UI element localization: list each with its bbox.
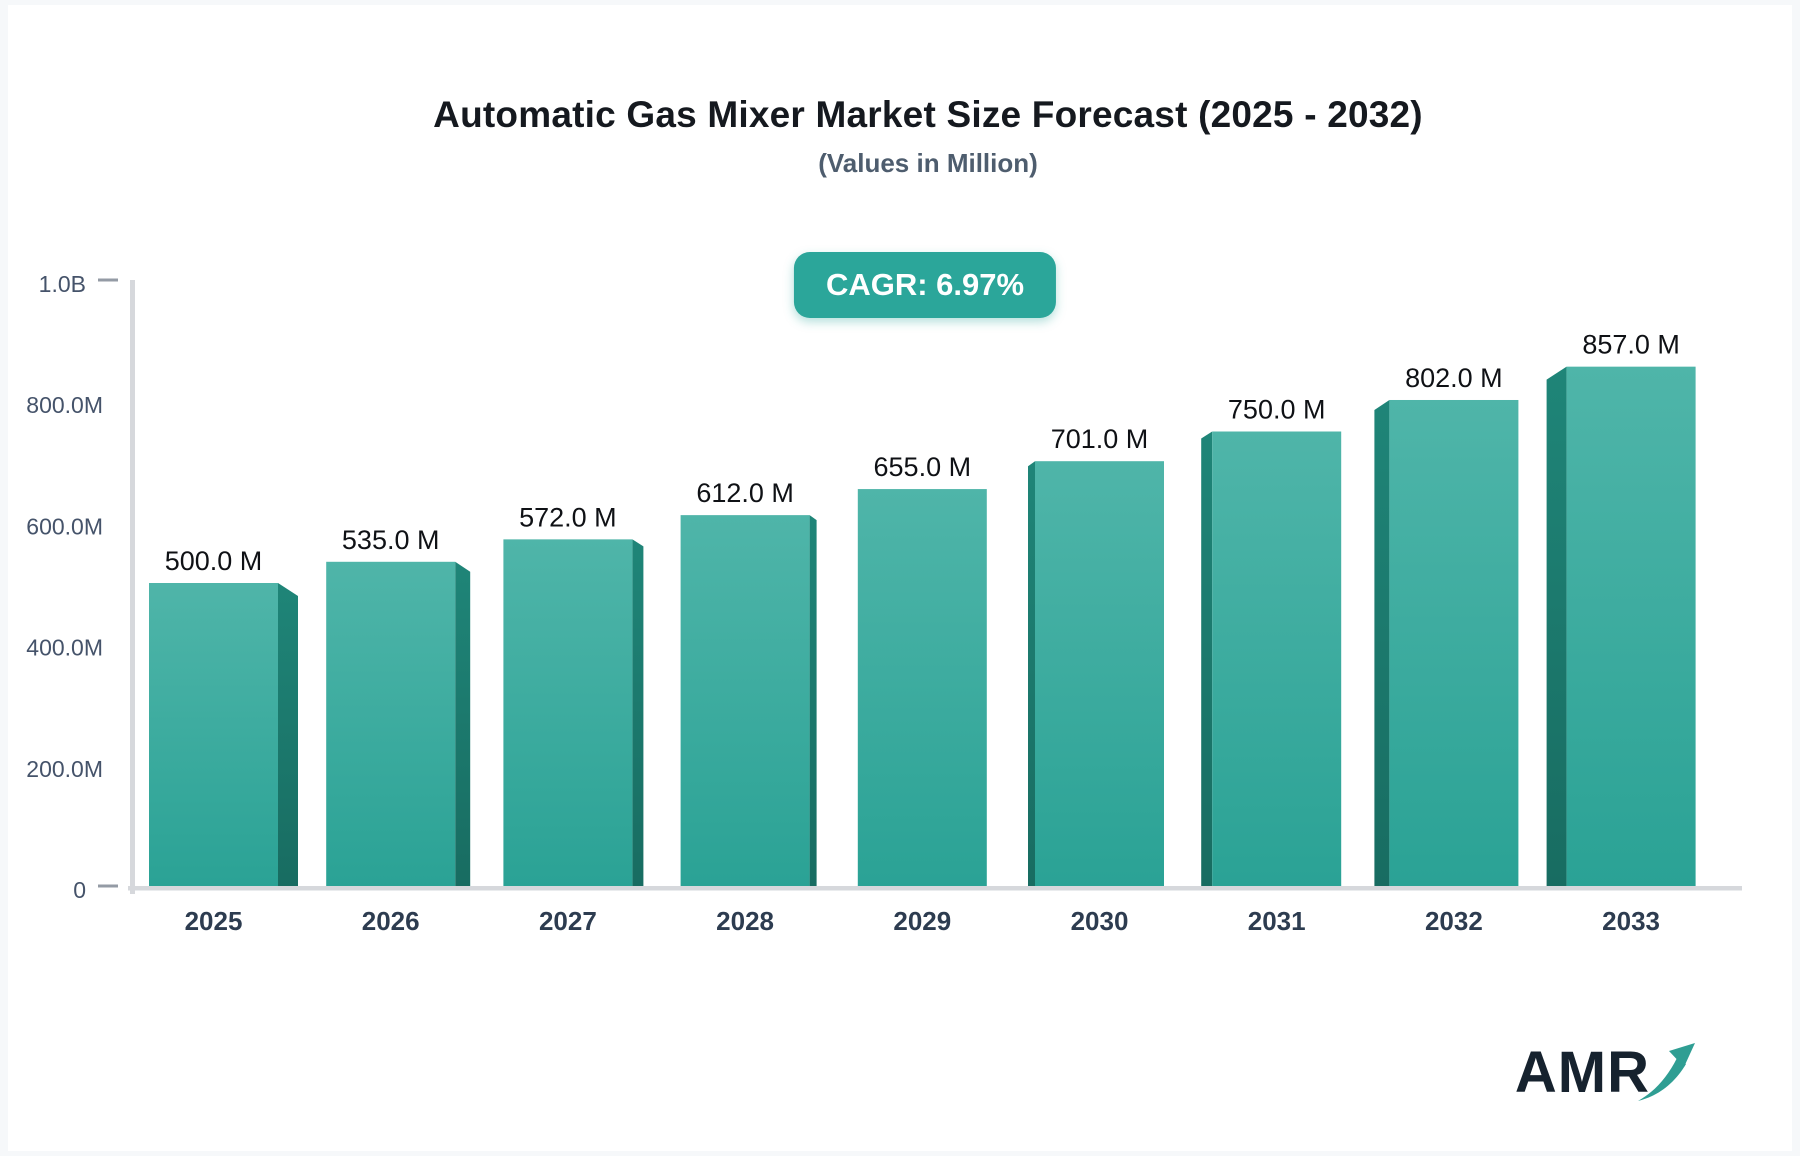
bar-side-face <box>455 561 471 889</box>
bar-side-face <box>632 539 644 889</box>
bar[interactable] <box>149 583 278 889</box>
logo-arrow-icon <box>1638 1043 1695 1101</box>
amr-logo-text: AMR <box>1514 1040 1650 1105</box>
bar[interactable] <box>1566 366 1696 890</box>
bar[interactable] <box>857 489 987 889</box>
bar[interactable] <box>503 539 633 889</box>
bar-group: 500.0 M 2025 <box>149 546 298 936</box>
bar-side-face <box>1374 399 1390 889</box>
y-axis-label: 800.0M <box>26 392 103 418</box>
bar-group: 857.0 M 2033 <box>1546 330 1696 936</box>
bar[interactable] <box>326 561 456 889</box>
bar-value-label: 572.0 M <box>519 502 617 532</box>
bar[interactable] <box>1035 461 1164 889</box>
bar-value-label: 857.0 M <box>1582 330 1680 360</box>
chart-title: Automatic Gas Mixer Market Size Forecast… <box>433 94 1423 135</box>
bar-group: 655.0 M 2029 <box>857 452 987 936</box>
bar-side-face <box>278 583 298 889</box>
y-axis-label: 1.0B <box>39 271 86 297</box>
bar-side-face <box>1028 461 1035 889</box>
bar-value-label: 701.0 M <box>1051 424 1149 454</box>
x-axis-line <box>128 886 1742 891</box>
y-axis-label: 200.0M <box>26 756 103 782</box>
y-axis-label: 400.0M <box>26 635 103 661</box>
y-axis-line <box>130 280 135 894</box>
bar-value-label: 535.0 M <box>342 525 440 555</box>
chart-subtitle: (Values in Million) <box>818 148 1038 178</box>
bar-value-label: 612.0 M <box>696 478 794 508</box>
x-axis-label: 2031 <box>1248 906 1306 936</box>
x-axis-label: 2030 <box>1071 906 1129 936</box>
bar-side-face <box>809 515 817 889</box>
bar-value-label: 655.0 M <box>874 452 972 482</box>
cagr-badge: CAGR: 6.97% <box>793 252 1057 318</box>
x-axis-label: 2032 <box>1425 906 1483 936</box>
bar-group: 701.0 M 2030 <box>1028 424 1164 936</box>
x-axis-label: 2029 <box>893 906 951 936</box>
bar[interactable] <box>1389 399 1519 889</box>
amr-logo: AMR <box>1514 1040 1698 1105</box>
bar-group: 572.0 M 2027 <box>503 502 644 936</box>
x-axis-label: 2028 <box>716 906 774 936</box>
bar[interactable] <box>1212 431 1342 890</box>
y-axis-label: 0 <box>73 877 86 903</box>
bar[interactable] <box>680 515 810 889</box>
bar-side-face <box>1546 366 1567 890</box>
y-axis-label: 600.0M <box>26 513 103 539</box>
bar-group: 802.0 M 2032 <box>1374 363 1519 936</box>
bar-side-face <box>1201 431 1213 889</box>
bar-value-label: 750.0 M <box>1228 395 1326 425</box>
x-axis-label: 2033 <box>1602 906 1660 936</box>
x-axis-label: 2027 <box>539 906 597 936</box>
bar-group: 535.0 M 2026 <box>326 525 471 936</box>
bar-group: 612.0 M 2028 <box>680 478 817 936</box>
bar-value-label: 500.0 M <box>165 546 263 576</box>
bar-group: 750.0 M 2031 <box>1201 395 1342 936</box>
x-axis-label: 2025 <box>185 906 243 936</box>
bar-value-label: 802.0 M <box>1405 363 1503 393</box>
x-axis-label: 2026 <box>362 906 420 936</box>
